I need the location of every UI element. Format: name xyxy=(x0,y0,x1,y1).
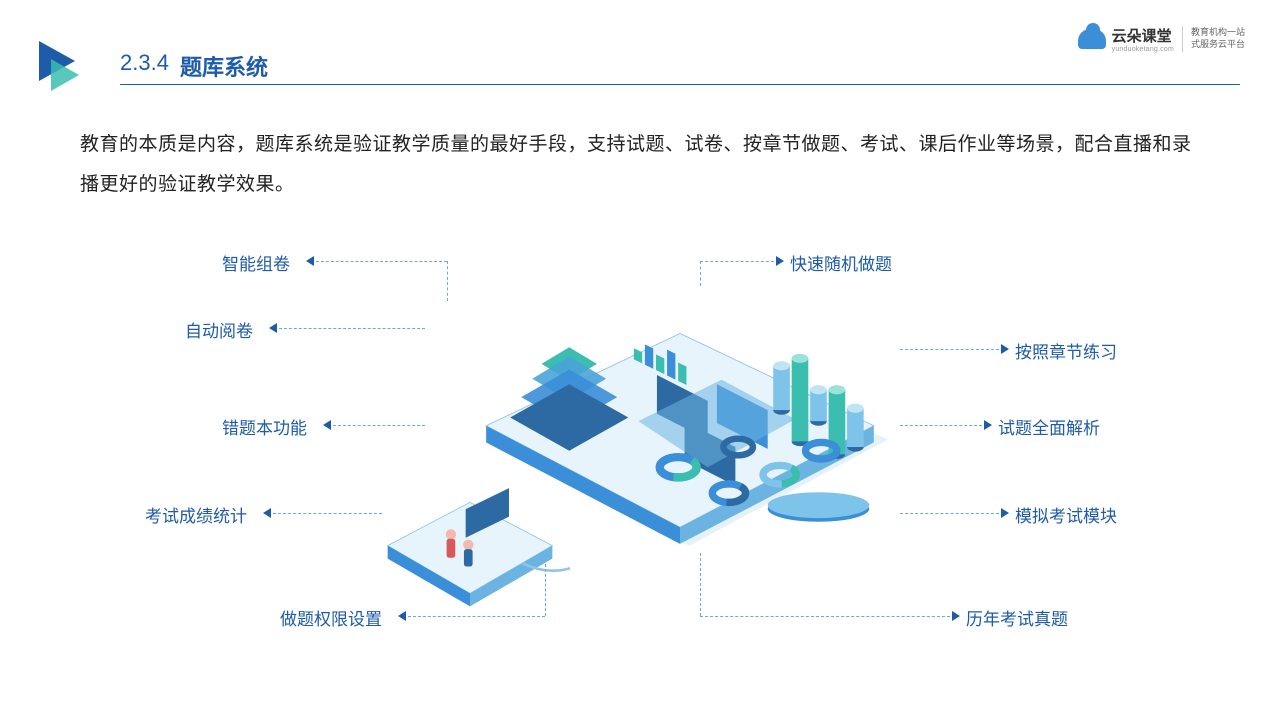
header-divider xyxy=(120,84,1240,85)
section-number: 2.3.4 xyxy=(120,50,169,76)
brand-logo: 云朵课堂 yunduoketang.com 教育机构一站 式服务云平台 xyxy=(1078,25,1245,53)
arrow-icon xyxy=(984,420,992,430)
arrow-icon xyxy=(269,323,277,333)
isometric-illustration xyxy=(380,265,940,645)
arrow-icon xyxy=(952,611,960,621)
feature-right-1: 按照章节练习 xyxy=(1015,338,1117,363)
connector-line xyxy=(900,513,999,514)
logo-url: yunduoketang.com xyxy=(1112,46,1174,53)
connector-line xyxy=(900,425,982,426)
connector-line xyxy=(545,564,546,616)
arrow-icon xyxy=(398,611,406,621)
connector-line xyxy=(447,261,448,301)
logo-brand: 云朵课堂 xyxy=(1112,25,1174,46)
arrow-icon xyxy=(263,508,271,518)
connector-line xyxy=(316,261,447,262)
connector-line xyxy=(273,513,382,514)
feature-right-2: 试题全面解析 xyxy=(998,414,1100,439)
feature-right-0: 快速随机做题 xyxy=(790,250,892,275)
feature-left-2: 错题本功能 xyxy=(222,414,307,439)
connector-line xyxy=(700,261,701,286)
connector-line xyxy=(279,328,425,329)
arrow-icon xyxy=(776,256,784,266)
connector-line xyxy=(700,616,950,617)
feature-right-3: 模拟考试模块 xyxy=(1015,502,1117,527)
connector-line xyxy=(900,349,999,350)
connector-line xyxy=(700,553,701,616)
secondary-platform xyxy=(370,485,570,615)
arrow-icon xyxy=(323,420,331,430)
arrow-icon xyxy=(1001,344,1009,354)
feature-left-1: 自动阅卷 xyxy=(185,317,253,342)
section-title: 题库系统 xyxy=(180,50,268,82)
connector-line xyxy=(333,425,425,426)
logo-tagline: 教育机构一站 式服务云平台 xyxy=(1191,27,1245,50)
header-play-icon xyxy=(35,35,91,96)
feature-left-0: 智能组卷 xyxy=(222,250,290,275)
feature-left-4: 做题权限设置 xyxy=(280,605,382,630)
slide-description: 教育的本质是内容，题库系统是验证教学质量的最好手段，支持试题、试卷、按章节做题、… xyxy=(80,125,1200,205)
arrow-icon xyxy=(1001,508,1009,518)
logo-divider xyxy=(1182,26,1183,52)
feature-left-3: 考试成绩统计 xyxy=(145,502,247,527)
feature-diagram: 智能组卷自动阅卷错题本功能考试成绩统计做题权限设置 快速随机做题按照章节练习试题全… xyxy=(0,230,1280,690)
cloud-icon xyxy=(1078,29,1106,49)
connector-line xyxy=(700,261,774,262)
arrow-icon xyxy=(306,256,314,266)
connector-line xyxy=(408,616,545,617)
feature-right-4: 历年考试真题 xyxy=(966,605,1068,630)
